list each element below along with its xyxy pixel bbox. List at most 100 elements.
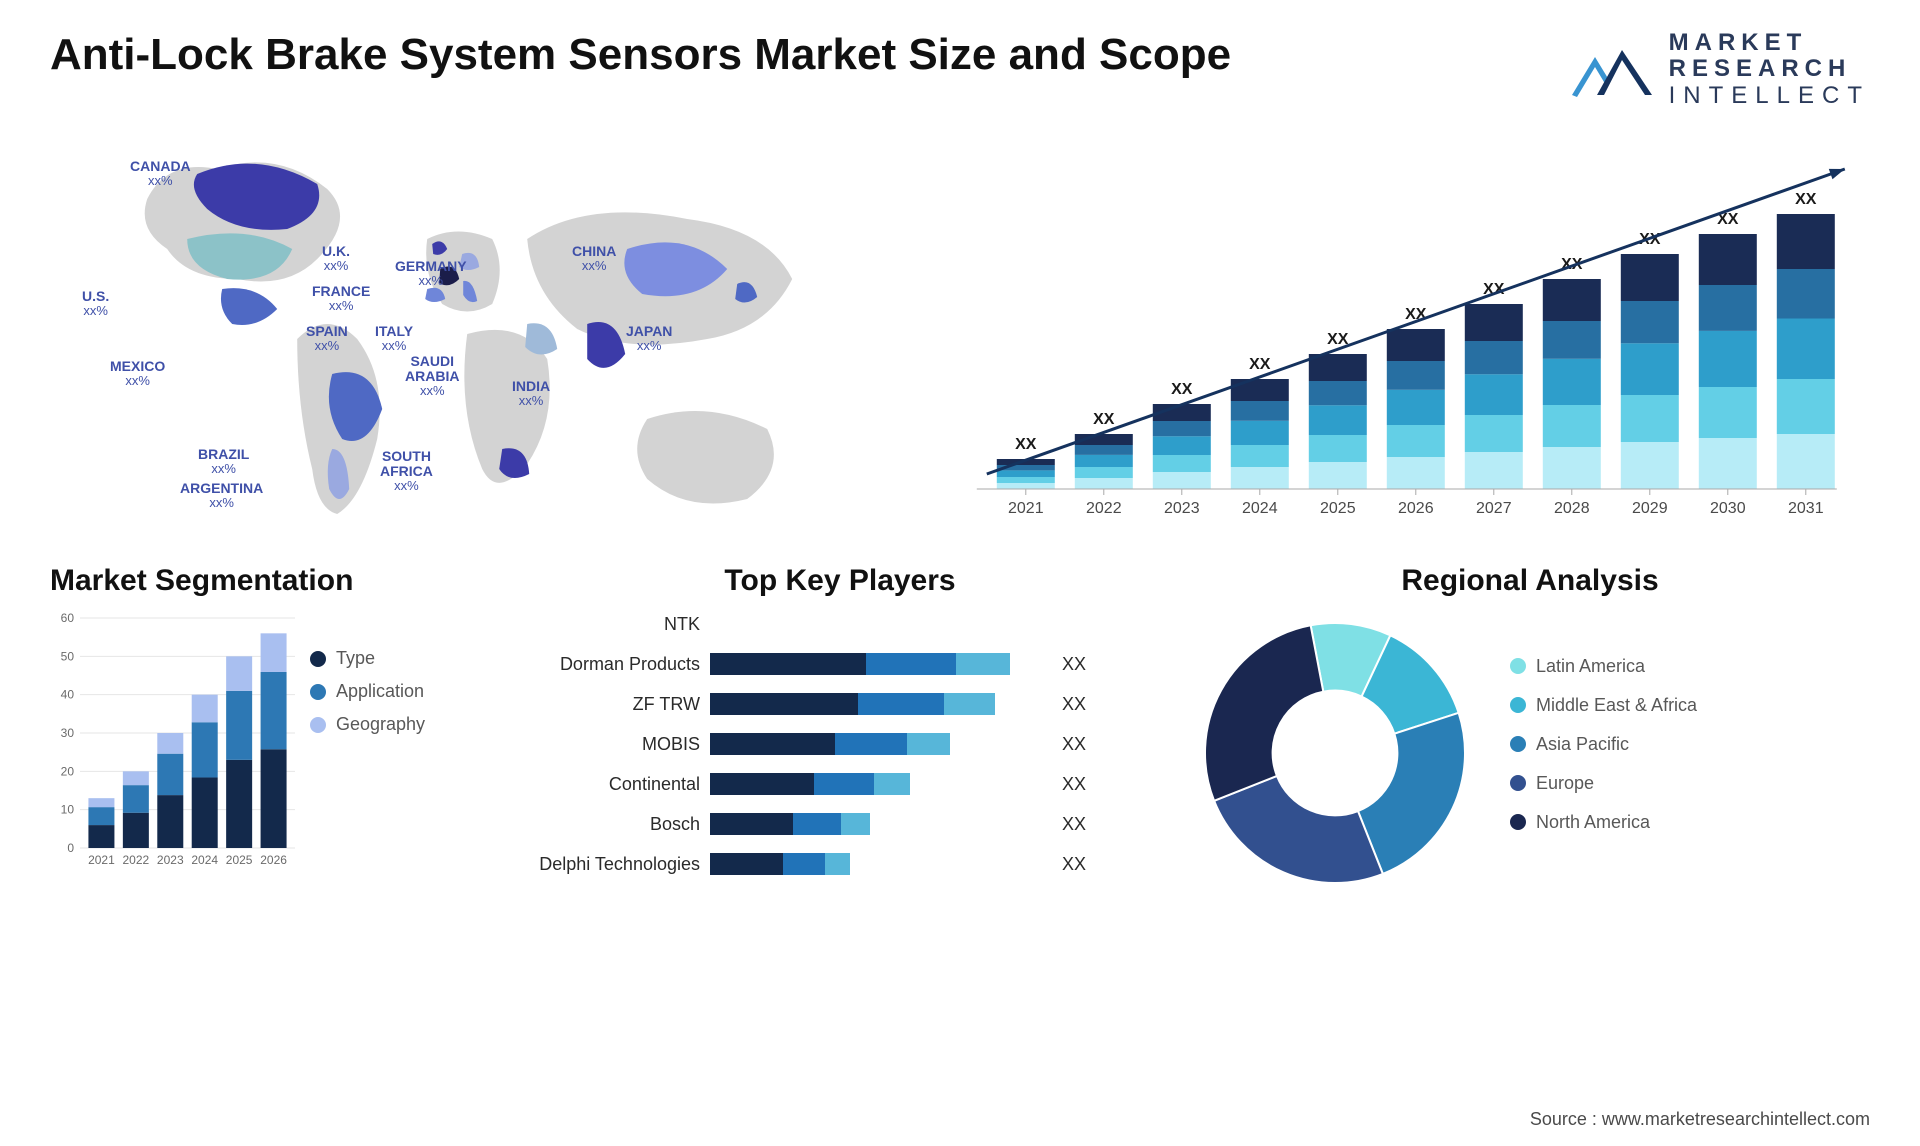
map-label-us: U.S.xx%: [82, 289, 109, 317]
region-legend-item: North America: [1510, 812, 1697, 833]
player-name: MOBIS: [520, 734, 710, 755]
map-label-china: CHINAxx%: [572, 244, 616, 272]
svg-text:2024: 2024: [1242, 500, 1278, 517]
players-list: NTKDorman ProductsXXZF TRWXXMOBISXXConti…: [520, 608, 1160, 880]
bottom-row: Market Segmentation 0102030405060 202120…: [50, 564, 1870, 898]
logo-line3: INTELLECT: [1669, 83, 1870, 109]
player-row: Bosch XX: [520, 808, 1160, 840]
logo-line2: RESEARCH: [1669, 56, 1870, 82]
logo-mark-icon: [1567, 35, 1657, 105]
svg-text:2026: 2026: [260, 853, 287, 867]
svg-text:2025: 2025: [1320, 500, 1356, 517]
map-label-france: FRANCExx%: [312, 284, 370, 312]
svg-text:2023: 2023: [157, 853, 184, 867]
brand-logo: MARKET RESEARCH INTELLECT: [1567, 30, 1870, 109]
regional-panel: Regional Analysis Latin America Middle Ea…: [1190, 564, 1870, 898]
player-name: Continental: [520, 774, 710, 795]
player-bar: [710, 653, 1050, 675]
player-value: XX: [1062, 774, 1086, 795]
player-name: Delphi Technologies: [520, 854, 710, 875]
page-root: Anti-Lock Brake System Sensors Market Si…: [0, 0, 1920, 1146]
map-label-saudi: SAUDIARABIAxx%: [405, 354, 459, 397]
svg-text:2021: 2021: [1008, 500, 1044, 517]
map-label-argentina: ARGENTINAxx%: [180, 481, 263, 509]
svg-text:20: 20: [61, 765, 75, 779]
svg-text:2028: 2028: [1554, 500, 1590, 517]
map-label-italy: ITALYxx%: [375, 324, 413, 352]
svg-text:30: 30: [61, 726, 75, 740]
region-legend-item: Europe: [1510, 773, 1697, 794]
map-svg: [50, 129, 904, 539]
source-text: Source : www.marketresearchintellect.com: [1530, 1109, 1870, 1130]
player-name: Dorman Products: [520, 654, 710, 675]
svg-text:XX: XX: [1094, 411, 1116, 428]
seg-legend-item: Type: [310, 648, 425, 669]
svg-text:2026: 2026: [1398, 500, 1434, 517]
seg-legend-item: Application: [310, 681, 425, 702]
logo-line1: MARKET: [1669, 30, 1870, 56]
player-value: XX: [1062, 734, 1086, 755]
logo-text: MARKET RESEARCH INTELLECT: [1669, 30, 1870, 109]
regional-title: Regional Analysis: [1190, 564, 1870, 598]
svg-text:XX: XX: [1250, 356, 1272, 373]
player-bar: [710, 853, 1050, 875]
svg-text:50: 50: [61, 650, 75, 664]
player-name: Bosch: [520, 814, 710, 835]
region-legend-item: Middle East & Africa: [1510, 695, 1697, 716]
seg-legend-item: Geography: [310, 714, 425, 735]
player-value: XX: [1062, 814, 1086, 835]
svg-text:2025: 2025: [226, 853, 253, 867]
forecast-chart: 2021202220232024202520262027202820292030…: [944, 129, 1870, 539]
segmentation-panel: Market Segmentation 0102030405060 202120…: [50, 564, 490, 898]
forecast-svg: 2021202220232024202520262027202820292030…: [944, 129, 1870, 539]
svg-text:2023: 2023: [1164, 500, 1200, 517]
svg-text:0: 0: [67, 841, 74, 855]
player-bar: [710, 733, 1050, 755]
top-row: CANADAxx% U.S.xx% MEXICOxx% BRAZILxx% ARGENT…: [50, 129, 1870, 539]
svg-text:2022: 2022: [1086, 500, 1122, 517]
svg-text:XX: XX: [1016, 436, 1038, 453]
map-label-uk: U.K.xx%: [322, 244, 350, 272]
player-row: Dorman Products XX: [520, 648, 1160, 680]
svg-text:XX: XX: [1172, 381, 1194, 398]
player-name: ZF TRW: [520, 694, 710, 715]
map-label-japan: JAPANxx%: [626, 324, 672, 352]
svg-text:XX: XX: [1796, 191, 1818, 208]
page-title: Anti-Lock Brake System Sensors Market Si…: [50, 30, 1231, 80]
player-bar: [710, 813, 1050, 835]
player-row: ZF TRW XX: [520, 688, 1160, 720]
regional-donut: [1190, 608, 1480, 898]
map-label-canada: CANADAxx%: [130, 159, 191, 187]
svg-text:10: 10: [61, 803, 75, 817]
player-row: Delphi Technologies XX: [520, 848, 1160, 880]
player-bar: [710, 773, 1050, 795]
svg-text:2029: 2029: [1632, 500, 1668, 517]
map-label-southafrica: SOUTHAFRICAxx%: [380, 449, 433, 492]
map-label-mexico: MEXICOxx%: [110, 359, 165, 387]
region-legend-item: Latin America: [1510, 656, 1697, 677]
segmentation-title: Market Segmentation: [50, 564, 490, 598]
map-label-brazil: BRAZILxx%: [198, 447, 249, 475]
segmentation-chart: 0102030405060 202120222023202420252026: [50, 608, 300, 878]
svg-text:2030: 2030: [1710, 500, 1746, 517]
player-bar: [710, 613, 1050, 635]
player-value: XX: [1062, 694, 1086, 715]
player-bar: [710, 693, 1050, 715]
segmentation-legend: Type Application Geography: [310, 648, 425, 878]
svg-text:2024: 2024: [191, 853, 218, 867]
svg-text:60: 60: [61, 611, 75, 625]
player-value: XX: [1062, 654, 1086, 675]
player-row: MOBIS XX: [520, 728, 1160, 760]
map-label-germany: GERMANYxx%: [395, 259, 467, 287]
players-panel: Top Key Players NTKDorman ProductsXXZF T…: [520, 564, 1160, 898]
regional-legend: Latin AmericaMiddle East & AfricaAsia Pa…: [1510, 656, 1697, 851]
svg-text:2021: 2021: [88, 853, 115, 867]
player-name: NTK: [520, 614, 710, 635]
map-label-india: INDIAxx%: [512, 379, 550, 407]
player-value: XX: [1062, 854, 1086, 875]
world-map: CANADAxx% U.S.xx% MEXICOxx% BRAZILxx% ARGENT…: [50, 129, 904, 539]
map-label-spain: SPAINxx%: [306, 324, 348, 352]
player-row: NTK: [520, 608, 1160, 640]
player-row: Continental XX: [520, 768, 1160, 800]
svg-text:2031: 2031: [1788, 500, 1824, 517]
